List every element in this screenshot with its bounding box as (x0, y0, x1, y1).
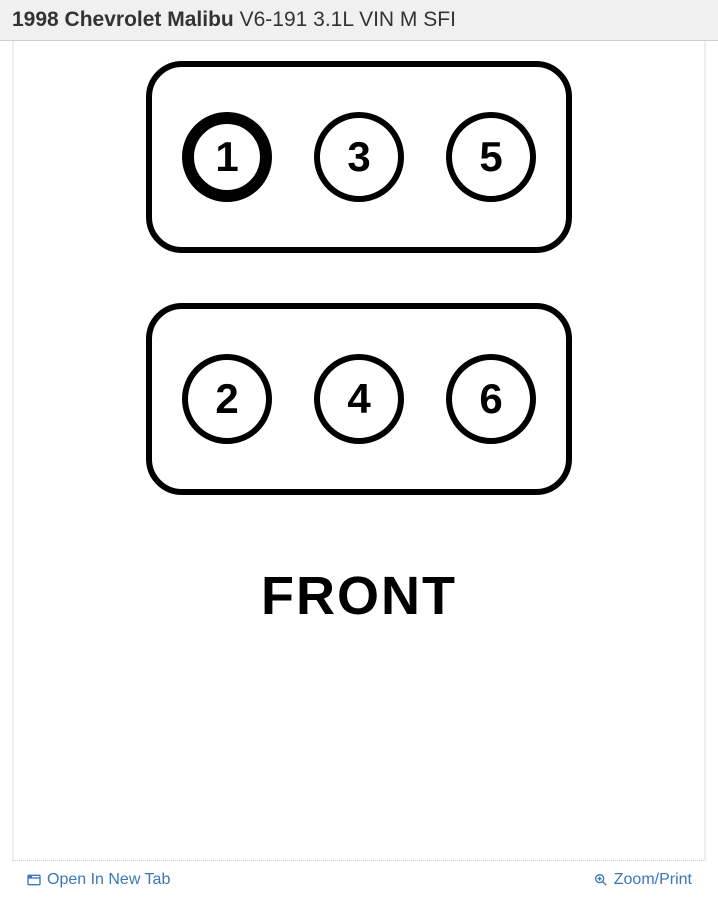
open-tab-icon (26, 872, 42, 888)
front-label: FRONT (261, 565, 457, 627)
cylinder-5: 5 (446, 112, 536, 202)
zoom-icon (593, 872, 609, 888)
cylinder-2: 2 (182, 354, 272, 444)
cylinder-label: 3 (347, 133, 370, 181)
open-new-tab-link[interactable]: Open In New Tab (26, 871, 170, 889)
diagram-area: 1 3 5 2 4 6 FRONT (12, 41, 706, 860)
cylinder-label: 6 (479, 375, 502, 423)
cylinder-label: 4 (347, 375, 370, 423)
cylinder-3: 3 (314, 112, 404, 202)
open-tab-label: Open In New Tab (47, 871, 170, 889)
cylinder-label: 1 (215, 133, 238, 181)
cylinder-6: 6 (446, 354, 536, 444)
cylinder-bank-front: 2 4 6 (146, 303, 572, 495)
zoom-print-link[interactable]: Zoom/Print (593, 871, 692, 889)
vehicle-title: 1998 Chevrolet Malibu (12, 8, 234, 31)
cylinder-1: 1 (182, 112, 272, 202)
footer-bar: Open In New Tab Zoom/Print (12, 860, 706, 899)
vehicle-subtitle: V6-191 3.1L VIN M SFI (240, 8, 456, 31)
cylinder-label: 2 (215, 375, 238, 423)
header-bar: 1998 Chevrolet Malibu V6-191 3.1L VIN M … (0, 0, 718, 41)
cylinder-4: 4 (314, 354, 404, 444)
zoom-label: Zoom/Print (614, 871, 692, 889)
cylinder-label: 5 (479, 133, 502, 181)
cylinder-diagram: 1 3 5 2 4 6 FRONT (146, 61, 572, 627)
cylinder-bank-rear: 1 3 5 (146, 61, 572, 253)
